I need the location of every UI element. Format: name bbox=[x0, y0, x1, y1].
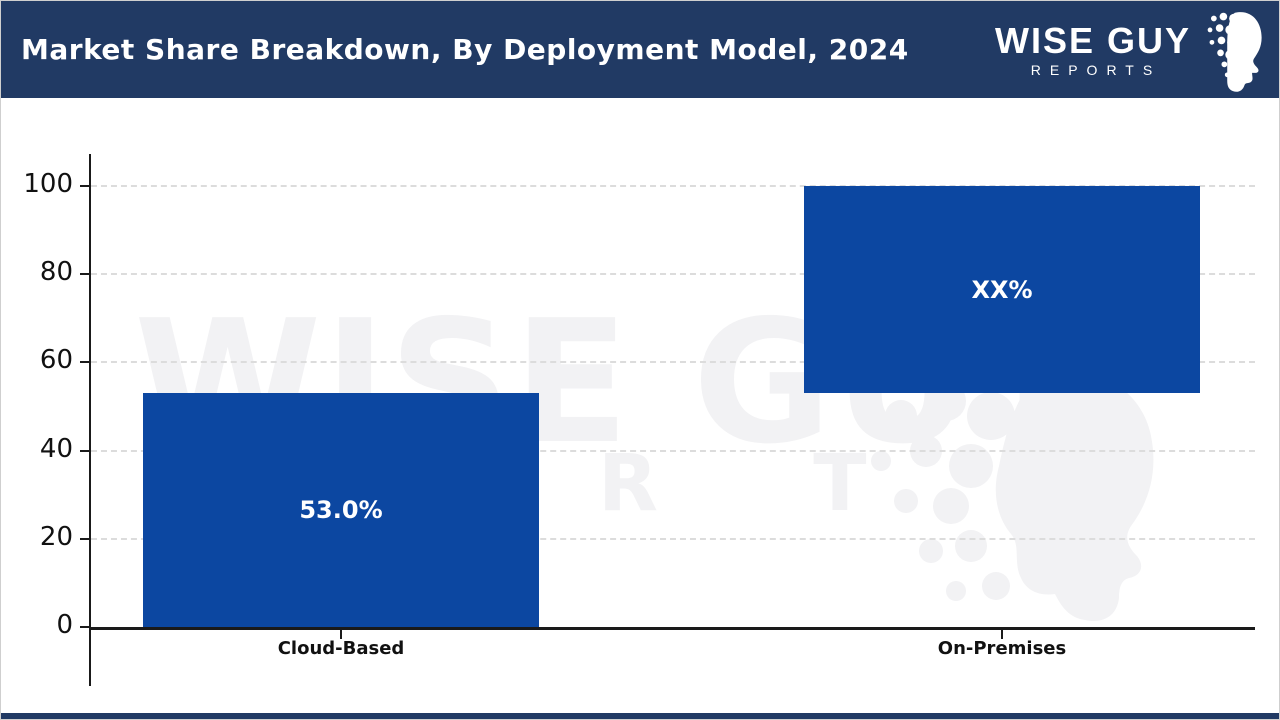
bar-cloud-based: 53.0% bbox=[143, 393, 539, 627]
footer-bar bbox=[1, 713, 1279, 719]
logo-wordmark: WISE GUY bbox=[994, 19, 1191, 61]
wiseguy-logo-text: WISE GUY REPORTS bbox=[994, 19, 1191, 78]
gridline-80 bbox=[91, 273, 1255, 276]
x-tick-label-0: Cloud-Based bbox=[277, 638, 405, 659]
y-tick-mark-100 bbox=[80, 185, 89, 187]
y-tick-label-0: 0 bbox=[56, 610, 73, 640]
bar-on-premises: XX% bbox=[804, 186, 1200, 394]
y-tick-mark-60 bbox=[80, 361, 89, 364]
chart-title: Market Share Breakdown, By Deployment Mo… bbox=[21, 33, 909, 66]
bar-chart: 0 20 40 60 80 100 53.0% Cloud-Based XX% On-Premis… bbox=[1, 98, 1279, 715]
y-tick-label-100: 100 bbox=[23, 169, 73, 199]
y-tick-label-60: 60 bbox=[39, 345, 73, 376]
gridline-20 bbox=[91, 537, 1255, 540]
y-tick-label-40: 40 bbox=[39, 433, 73, 464]
x-tick-mark-1 bbox=[1001, 630, 1003, 639]
bar-value-label: 53.0% bbox=[299, 496, 383, 525]
logo-subtitle: REPORTS bbox=[1030, 61, 1162, 78]
wiseguy-logo: WISE GUY REPORTS bbox=[995, 1, 1267, 98]
x-tick-mark-0 bbox=[340, 630, 342, 639]
y-tick-label-80: 80 bbox=[39, 257, 73, 288]
gridline-60 bbox=[91, 361, 1255, 364]
y-tick-mark-20 bbox=[80, 537, 89, 540]
y-tick-mark-80 bbox=[80, 273, 89, 276]
wiseguy-face-icon bbox=[1207, 11, 1262, 92]
x-axis-line bbox=[89, 627, 1255, 630]
bar-value-label: XX% bbox=[971, 275, 1033, 304]
y-tick-mark-40 bbox=[80, 449, 89, 452]
y-tick-label-20: 20 bbox=[39, 521, 73, 552]
y-tick-mark-0 bbox=[80, 626, 89, 628]
gridline-100 bbox=[91, 185, 1255, 187]
header-banner: Market Share Breakdown, By Deployment Mo… bbox=[1, 1, 1279, 98]
y-axis-line bbox=[89, 154, 91, 686]
x-tick-label-1: On-Premises bbox=[937, 638, 1067, 659]
gridline-40 bbox=[91, 449, 1255, 452]
